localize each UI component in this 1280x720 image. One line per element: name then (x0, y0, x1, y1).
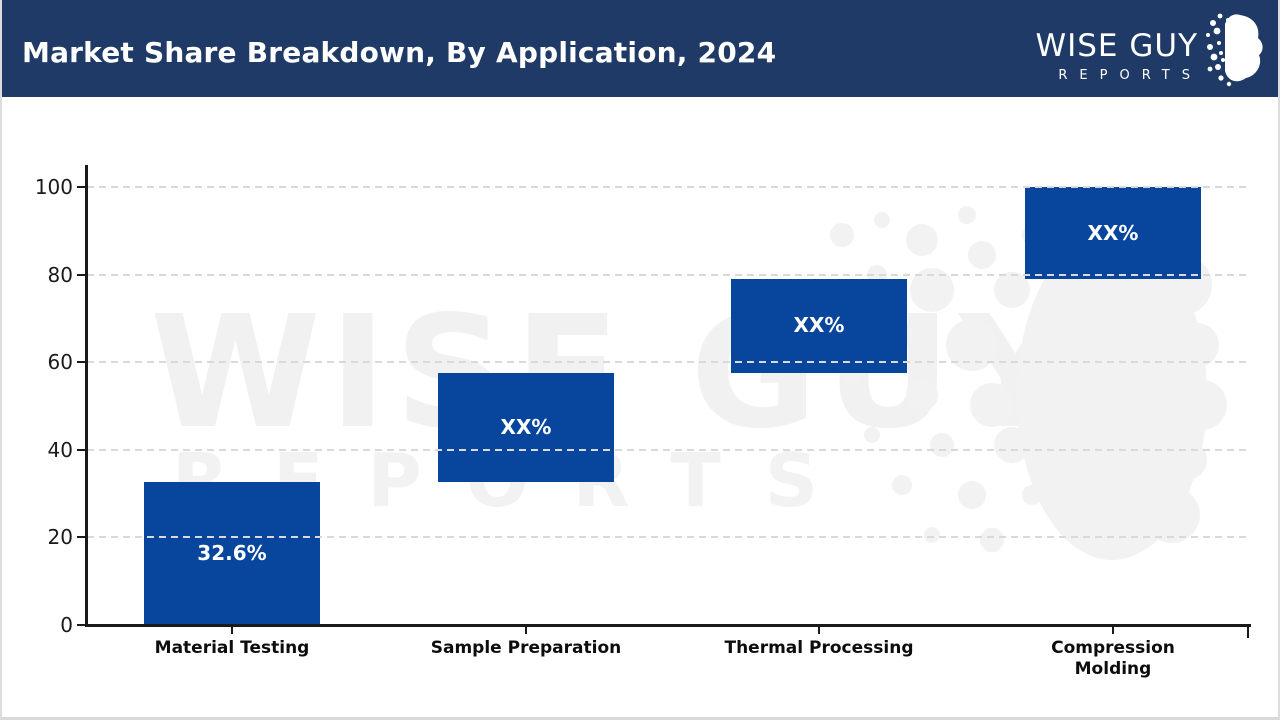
x-tick-mark (818, 626, 820, 634)
y-tick-mark (77, 361, 87, 364)
bar-thermal-processing: XX% (731, 279, 907, 374)
x-axis-spine (85, 624, 1251, 627)
y-tick-mark (77, 186, 87, 188)
bar-value-label: XX% (1087, 221, 1139, 245)
x-category-label: Material Testing (154, 638, 310, 658)
x-tick-mark (525, 626, 527, 634)
bar-value-label: XX% (500, 415, 552, 440)
y-tick-label: 80 (47, 262, 73, 287)
x-category-label: Compression Molding (1051, 638, 1175, 680)
logo-tagline: REPORTS (1058, 68, 1202, 83)
header-banner: Market Share Breakdown, By Application, … (2, 0, 1278, 97)
x-axis-end-tick (1247, 626, 1249, 638)
y-tick-label: 100 (34, 175, 73, 199)
y-tick-label: 0 (60, 613, 73, 637)
y-tick-label: 40 (47, 437, 73, 462)
x-tick-mark (231, 626, 233, 634)
gridline (87, 448, 1249, 451)
chart-plot-area: 0 20 40 60 80 100 32.6% XX% XX% XX% Material Testi… (2, 97, 1278, 717)
gridline (87, 536, 1249, 539)
logo-face-icon (1206, 13, 1263, 87)
bar-sample-preparation: XX% (438, 373, 614, 483)
gridline (87, 273, 1249, 276)
x-tick-mark (1112, 626, 1114, 634)
bar-material-testing: 32.6% (144, 482, 320, 625)
y-tick-mark (77, 536, 87, 539)
y-tick-mark (77, 448, 87, 451)
y-tick-mark (77, 273, 87, 276)
x-category-label: Sample Preparation (430, 638, 622, 658)
wise-guy-logo: WISE GUY REPORTS (1026, 6, 1266, 92)
bar-value-label: 32.6% (197, 541, 267, 566)
y-tick-label: 60 (47, 350, 73, 375)
gridline (87, 361, 1249, 364)
x-category-label: Thermal Processing (724, 638, 914, 658)
gridline (87, 186, 1249, 188)
bar-compression-molding: XX% (1025, 187, 1201, 280)
logo-wordmark: WISE GUY (1035, 28, 1198, 64)
y-axis-spine (85, 165, 88, 627)
y-tick-label: 20 (47, 525, 73, 550)
bar-value-label: XX% (793, 313, 845, 338)
page-title: Market Share Breakdown, By Application, … (22, 36, 777, 69)
y-tick-mark (77, 624, 87, 626)
